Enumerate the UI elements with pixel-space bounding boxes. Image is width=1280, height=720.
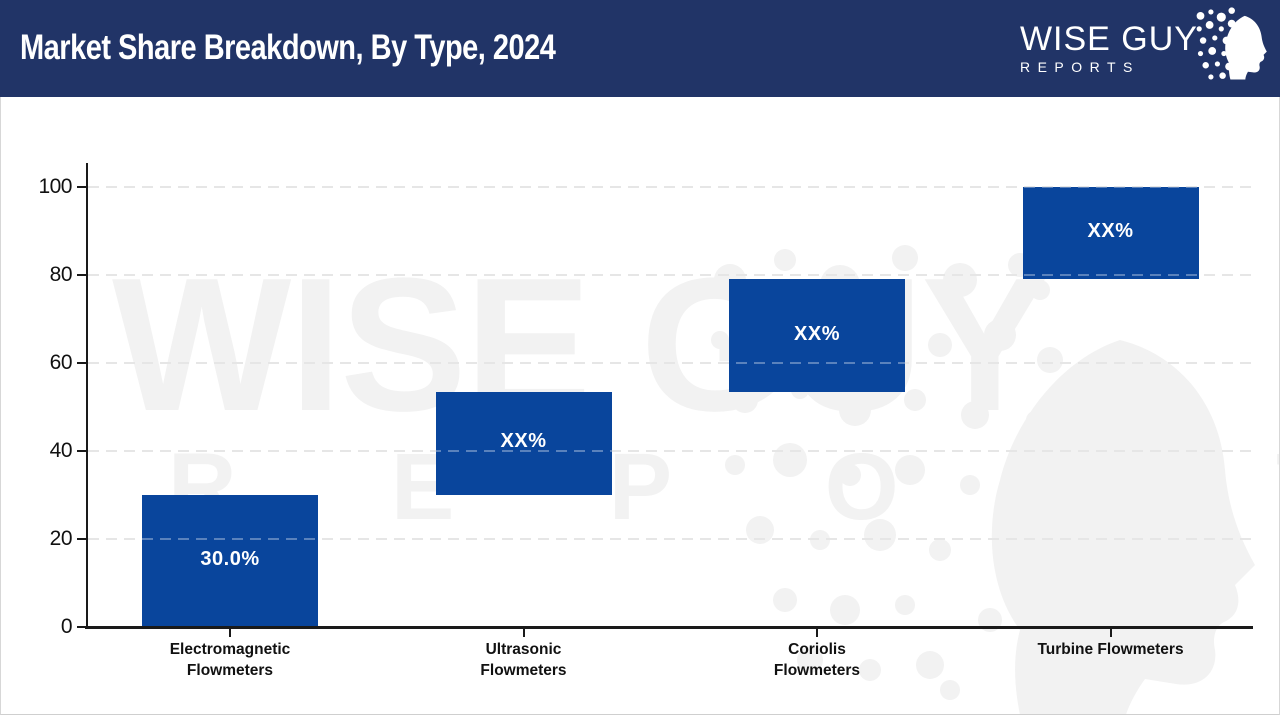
- x-axis-tick-mark: [522, 629, 525, 637]
- bar-value-label: 30.0%: [200, 548, 260, 570]
- logo-wordmark: WISE GUY: [1019, 20, 1198, 58]
- gridline: [88, 362, 1253, 364]
- x-axis-tick-mark: [229, 629, 231, 637]
- y-axis-spine: [86, 163, 88, 629]
- chart-title: Market Share Breakdown, By Type, 2024: [20, 28, 556, 68]
- bar-value-label: XX%: [794, 322, 840, 345]
- x-axis-spine: [85, 626, 1253, 629]
- x-axis-category-label: Ultrasonic Flowmeters: [480, 641, 567, 679]
- gridline: [88, 538, 1253, 540]
- gridline: [88, 450, 1253, 452]
- gridline: [88, 186, 1253, 188]
- x-axis-category-label: Turbine Flowmeters: [1037, 641, 1184, 658]
- gridline: [88, 274, 1253, 276]
- x-axis-category-label: Coriolis Flowmeters: [773, 641, 861, 679]
- y-axis-tick-label: 100: [38, 175, 72, 198]
- y-axis-tick-mark: [77, 186, 86, 188]
- bar-value-label: XX%: [500, 430, 547, 453]
- y-axis-tick-label: 60: [49, 351, 73, 374]
- chart-bar: [435, 391, 612, 495]
- y-axis-tick-mark: [77, 450, 86, 452]
- y-axis-tick-mark: [77, 538, 86, 540]
- gridline: [88, 450, 1253, 452]
- y-axis-tick-label: 80: [49, 263, 73, 286]
- x-axis-category-label: Electromagnetic Flowmeters: [169, 641, 291, 679]
- brand-logo: WISE GUY REPORTS: [1020, 0, 1272, 97]
- gridline: [88, 186, 1253, 188]
- brand-logo-text: WISE GUY REPORTS: [1020, 22, 1198, 75]
- y-axis-tick-mark: [77, 274, 86, 276]
- bar-value-label: XX%: [1087, 220, 1134, 243]
- chart-bar: [1022, 187, 1199, 280]
- y-axis-tick-mark: [77, 626, 86, 628]
- logo-head-icon: [1196, 6, 1267, 80]
- chart-bar: [142, 495, 318, 627]
- header-bar: Market Share Breakdown, By Type, 2024 WI…: [0, 0, 1280, 97]
- y-axis-tick-label: 40: [49, 439, 73, 462]
- y-axis-tick-label: 0: [60, 615, 73, 638]
- gridline: [88, 274, 1253, 276]
- x-axis-tick-mark: [1109, 629, 1112, 637]
- gridline: [88, 538, 1253, 540]
- gridline: [88, 362, 1253, 364]
- y-axis-tick-mark: [77, 362, 86, 364]
- logo-subtitle: REPORTS: [1019, 59, 1140, 75]
- chart-bar: [729, 279, 905, 392]
- x-axis-tick-mark: [816, 629, 818, 637]
- y-axis-tick-label: 20: [49, 527, 73, 550]
